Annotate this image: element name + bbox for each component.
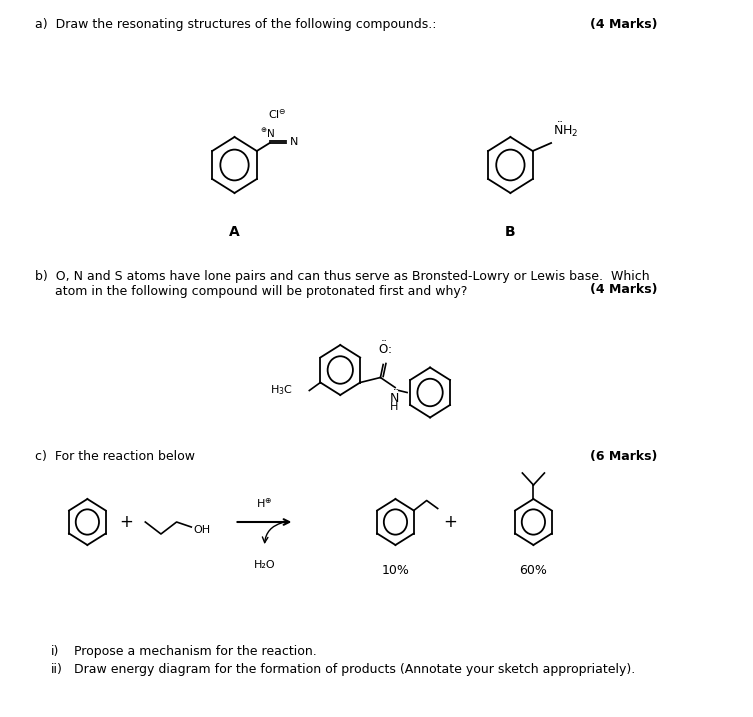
Text: c)  For the reaction below: c) For the reaction below <box>35 450 195 463</box>
Text: (6 Marks): (6 Marks) <box>590 450 657 463</box>
Text: 60%: 60% <box>520 564 547 577</box>
Text: 10%: 10% <box>382 564 410 577</box>
Text: b)  O, N and S atoms have lone pairs and can thus serve as Bronsted-Lowry or Lew: b) O, N and S atoms have lone pairs and … <box>35 270 650 298</box>
Text: Draw energy diagram for the formation of products (Annotate your sketch appropri: Draw energy diagram for the formation of… <box>74 663 635 676</box>
Text: N: N <box>290 137 298 147</box>
Text: +: + <box>119 513 133 531</box>
Text: H₂O: H₂O <box>254 560 275 570</box>
Text: i): i) <box>50 645 59 658</box>
Text: H$^{\oplus}$: H$^{\oplus}$ <box>256 497 273 510</box>
Text: OH: OH <box>193 525 210 535</box>
Text: Cl$^{\ominus}$: Cl$^{\ominus}$ <box>267 108 286 121</box>
Text: H$_3$C: H$_3$C <box>270 384 293 397</box>
Text: $\ddot{\rm{O}}$:: $\ddot{\rm{O}}$: <box>378 340 392 356</box>
Text: (4 Marks): (4 Marks) <box>590 283 657 296</box>
Text: B: B <box>505 225 516 239</box>
Text: Propose a mechanism for the reaction.: Propose a mechanism for the reaction. <box>74 645 316 658</box>
Text: a)  Draw the resonating structures of the following compounds.:: a) Draw the resonating structures of the… <box>35 18 437 31</box>
Text: $\ddot{\rm{N}}$: $\ddot{\rm{N}}$ <box>389 389 399 406</box>
Text: $^{\oplus}$N: $^{\oplus}$N <box>261 127 276 140</box>
Text: ii): ii) <box>50 663 62 676</box>
Text: H: H <box>390 402 398 412</box>
Text: +: + <box>444 513 458 531</box>
Text: A: A <box>229 225 240 239</box>
Text: (4 Marks): (4 Marks) <box>590 18 657 31</box>
Text: $\ddot{\rm{N}}$H$_2$: $\ddot{\rm{N}}$H$_2$ <box>553 120 578 139</box>
